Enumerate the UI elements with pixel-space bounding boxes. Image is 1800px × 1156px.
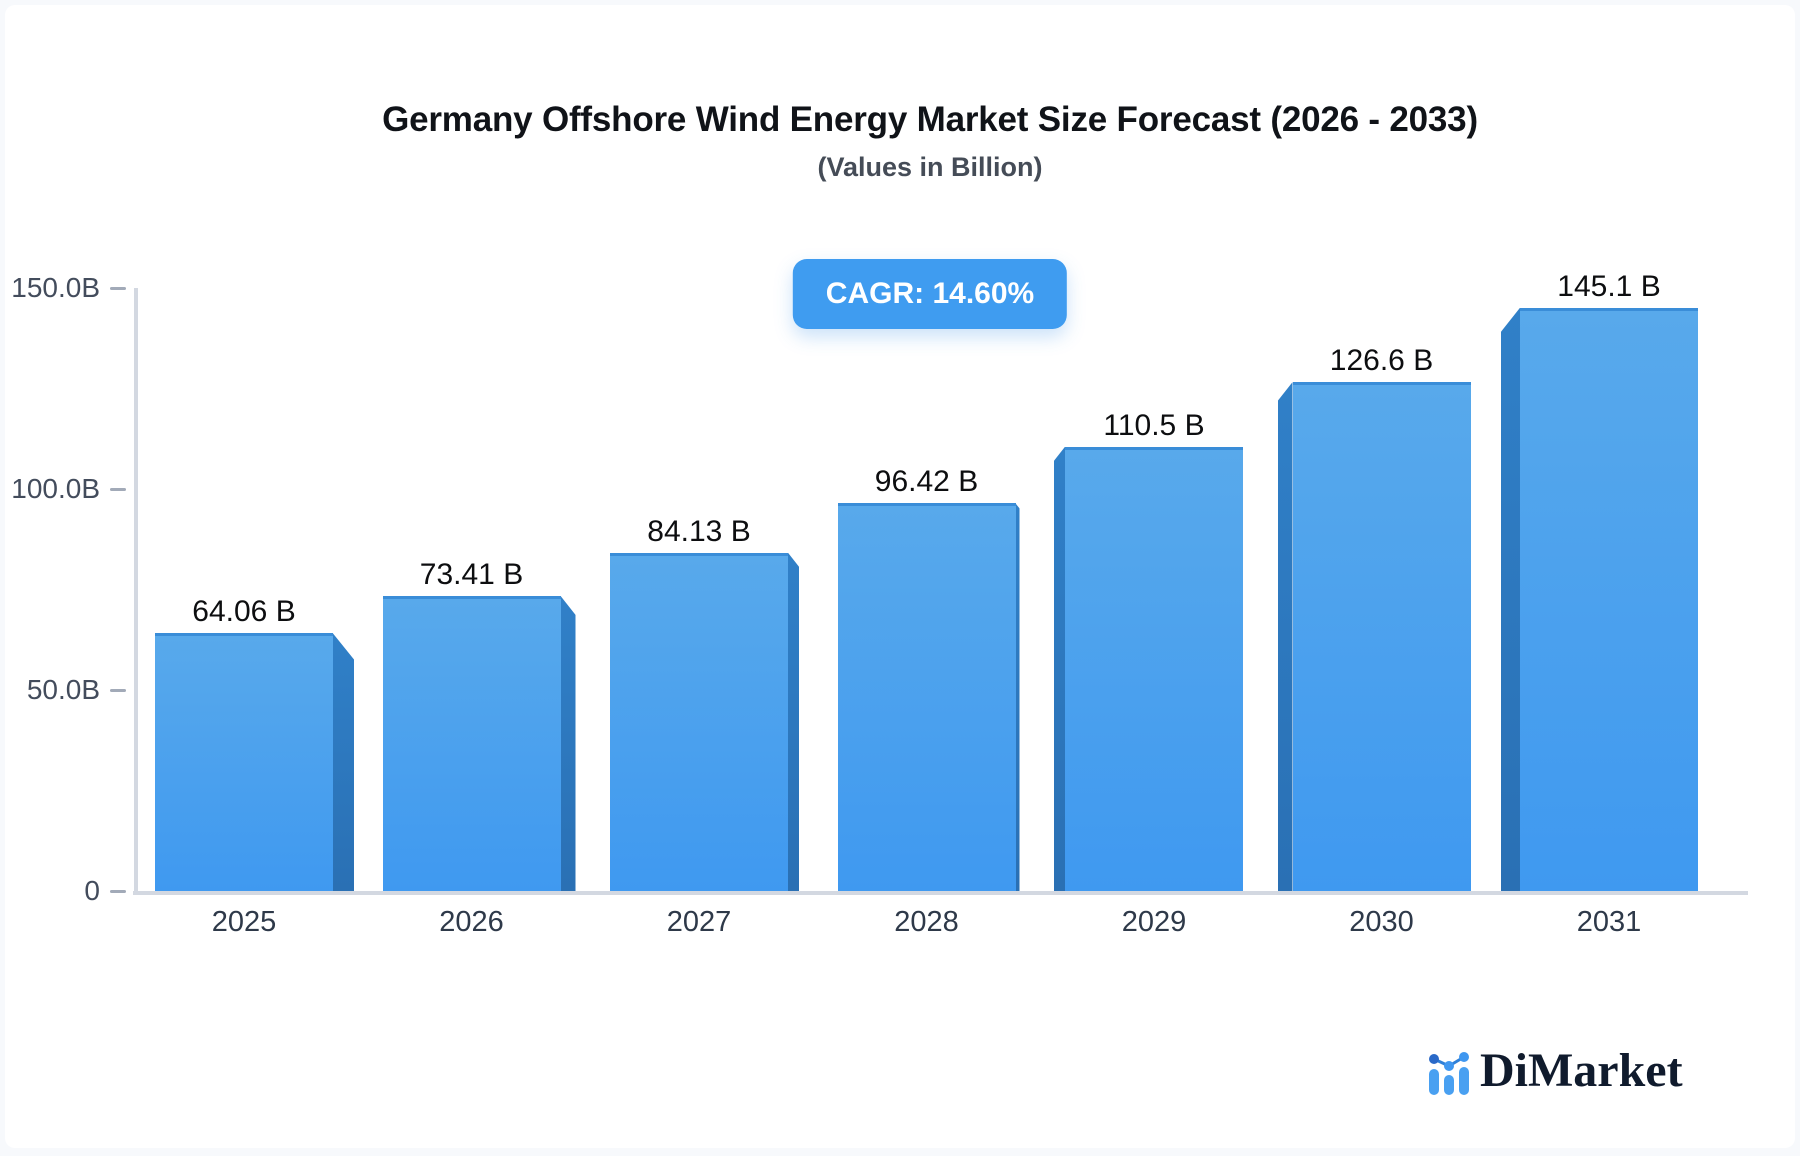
y-tick-label: 0: [84, 875, 100, 906]
y-tick-mark: [110, 890, 126, 893]
x-axis: [133, 891, 1748, 895]
x-tick-label: 2025: [211, 906, 277, 938]
x-tick-label: 2030: [1349, 906, 1414, 938]
bar-chart: 0 50.0B 100.0B 150.0B 64.06 B 2025 73.41 B 2026…: [5, 5, 1800, 1156]
x-tick-label: 2026: [439, 906, 504, 938]
bar-2028: [837, 503, 1016, 891]
y-tick-mark: [110, 488, 126, 491]
x-tick-label: 2031: [1576, 906, 1642, 938]
bar-2027: [610, 552, 788, 891]
bar-2026: [382, 595, 561, 891]
bar-value-label: 84.13 B: [647, 514, 751, 548]
y-tick-label: 150.0B: [11, 272, 100, 303]
bar-chart-trend-icon: [1429, 1052, 1469, 1095]
bar-2025: [155, 633, 333, 891]
bar-2029: [1065, 446, 1243, 891]
bar-value-label: 126.6 B: [1329, 344, 1434, 378]
y-tick-label: 100.0B: [11, 473, 100, 504]
y-axis: [134, 288, 138, 895]
bar-side-face: [333, 633, 354, 891]
bar-value-label: 64.06 B: [192, 595, 296, 629]
bar-2031: [1520, 307, 1698, 891]
x-tick-label: 2029: [1121, 906, 1187, 938]
chart-title: Germany Offshore Wind Energy Market Size…: [382, 100, 1478, 139]
bar-side-face: [788, 552, 799, 891]
bar-value-label: 73.41 B: [419, 557, 524, 591]
dimarket-logo: DiMarket: [1427, 1043, 1683, 1099]
chart-card: Germany Offshore Wind Energy Market Size…: [5, 5, 1795, 1148]
bar-value-label: 110.5 B: [1103, 408, 1205, 442]
cagr-badge: CAGR: 14.60%: [792, 259, 1068, 329]
y-tick-mark: [110, 689, 126, 692]
bar-side-face: [1015, 503, 1020, 891]
bar-2030: [1292, 382, 1471, 891]
x-tick-label: 2028: [894, 906, 959, 938]
x-tick-label: 2027: [666, 906, 732, 938]
bar-side-face: [1054, 446, 1065, 891]
bar-side-face: [560, 595, 576, 891]
bar-value-label: 145.1 B: [1557, 269, 1661, 303]
y-tick-mark: [110, 287, 126, 290]
chart-subtitle: (Values in Billion): [817, 152, 1043, 182]
brand-name: DiMarket: [1480, 1044, 1683, 1097]
bar-side-face: [1277, 382, 1293, 891]
y-tick-label: 50.0B: [26, 674, 100, 705]
bar-value-label: 96.42 B: [874, 465, 979, 499]
bar-side-face: [1501, 307, 1520, 891]
